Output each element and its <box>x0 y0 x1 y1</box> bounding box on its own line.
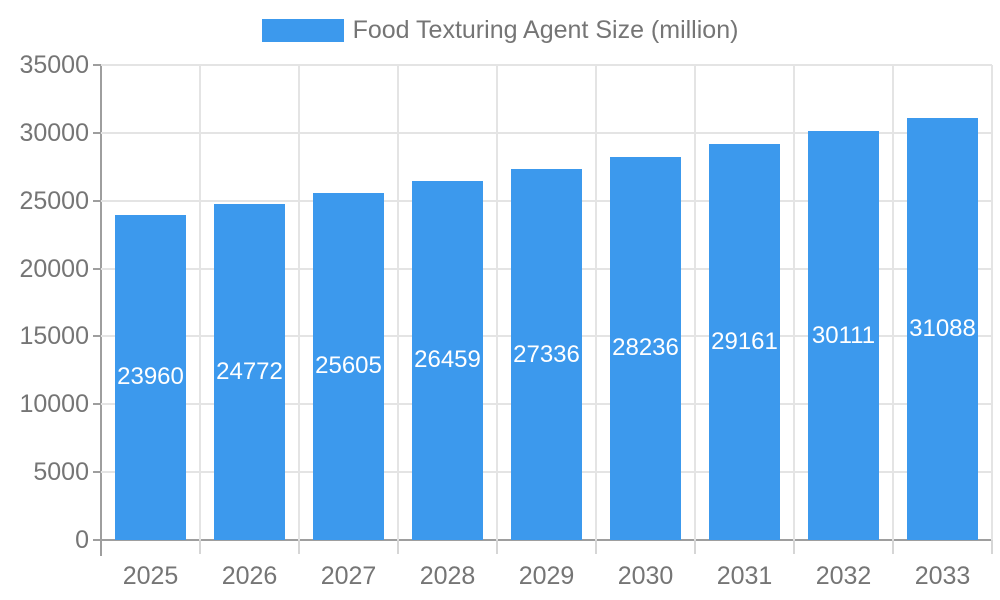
y-axis-tick <box>93 539 101 541</box>
x-gridline <box>397 65 399 540</box>
x-axis-tick <box>298 540 300 554</box>
x-gridline <box>694 65 696 540</box>
bar-2025[interactable] <box>115 214 186 540</box>
y-axis-tick <box>93 403 101 406</box>
y-axis-label: 5000 <box>33 458 89 487</box>
y-axis-tick <box>93 267 101 270</box>
bar-value-label: 28236 <box>612 334 679 362</box>
legend-swatch <box>261 19 344 42</box>
bar-value-label: 26459 <box>414 346 481 374</box>
y-axis-label: 30000 <box>19 118 89 147</box>
bar-2030[interactable] <box>610 156 681 540</box>
legend[interactable]: Food Texturing Agent Size (million) <box>0 16 1000 45</box>
x-gridline <box>793 65 795 540</box>
legend-label: Food Texturing Agent Size (million) <box>352 16 739 44</box>
x-axis-label: 2025 <box>122 562 179 590</box>
y-axis-tick <box>93 199 101 202</box>
y-gridline <box>101 131 992 134</box>
bar-value-label: 31088 <box>909 315 976 343</box>
x-axis-tick <box>397 540 399 554</box>
y-axis-line <box>100 65 102 556</box>
bar-2029[interactable] <box>511 169 582 540</box>
x-axis-tick <box>694 540 696 554</box>
x-gridline <box>892 65 894 540</box>
x-axis-label: 2027 <box>320 562 377 590</box>
bar-2026[interactable] <box>214 203 285 540</box>
x-axis-label: 2026 <box>221 562 278 590</box>
y-axis-label: 10000 <box>19 390 89 419</box>
x-axis-label: 2030 <box>617 562 674 590</box>
x-axis-tick <box>496 540 498 554</box>
bar-value-label: 30111 <box>811 321 876 349</box>
x-gridline <box>595 65 597 540</box>
x-axis-tick <box>892 540 894 554</box>
x-axis-label: 2033 <box>914 562 971 590</box>
y-axis-tick <box>93 335 101 338</box>
y-axis-label: 25000 <box>19 186 89 215</box>
bar-2028[interactable] <box>412 180 483 540</box>
y-axis-label: 20000 <box>19 254 89 283</box>
x-axis-tick <box>793 540 795 554</box>
bar-2031[interactable] <box>709 144 780 540</box>
x-axis-label: 2028 <box>419 562 476 590</box>
x-gridline <box>199 65 201 540</box>
x-gridline <box>298 65 300 540</box>
bar-value-label: 23960 <box>117 363 184 391</box>
bar-value-label: 24772 <box>216 357 283 385</box>
y-axis-label: 15000 <box>19 322 89 351</box>
bar-2027[interactable] <box>313 192 384 540</box>
x-axis-label: 2031 <box>716 562 773 590</box>
y-axis-label: 0 <box>75 526 89 554</box>
x-axis-tick <box>991 540 993 554</box>
x-axis-line <box>100 539 993 541</box>
x-gridline <box>496 65 498 540</box>
bar-2032[interactable] <box>808 131 879 540</box>
x-axis-label: 2032 <box>815 562 872 590</box>
y-axis-tick <box>93 471 101 474</box>
bar-value-label: 25605 <box>315 352 382 380</box>
bar-value-label: 27336 <box>513 340 580 368</box>
x-axis-label: 2029 <box>518 562 575 590</box>
y-axis-tick <box>93 64 101 66</box>
x-axis-tick <box>199 540 201 554</box>
y-gridline <box>101 64 992 66</box>
bar-value-label: 29161 <box>711 328 778 356</box>
y-axis-label: 35000 <box>19 51 89 79</box>
y-axis-tick <box>93 131 101 134</box>
bar-2033[interactable] <box>907 118 978 540</box>
x-axis-tick <box>595 540 597 554</box>
x-gridline <box>991 65 993 540</box>
